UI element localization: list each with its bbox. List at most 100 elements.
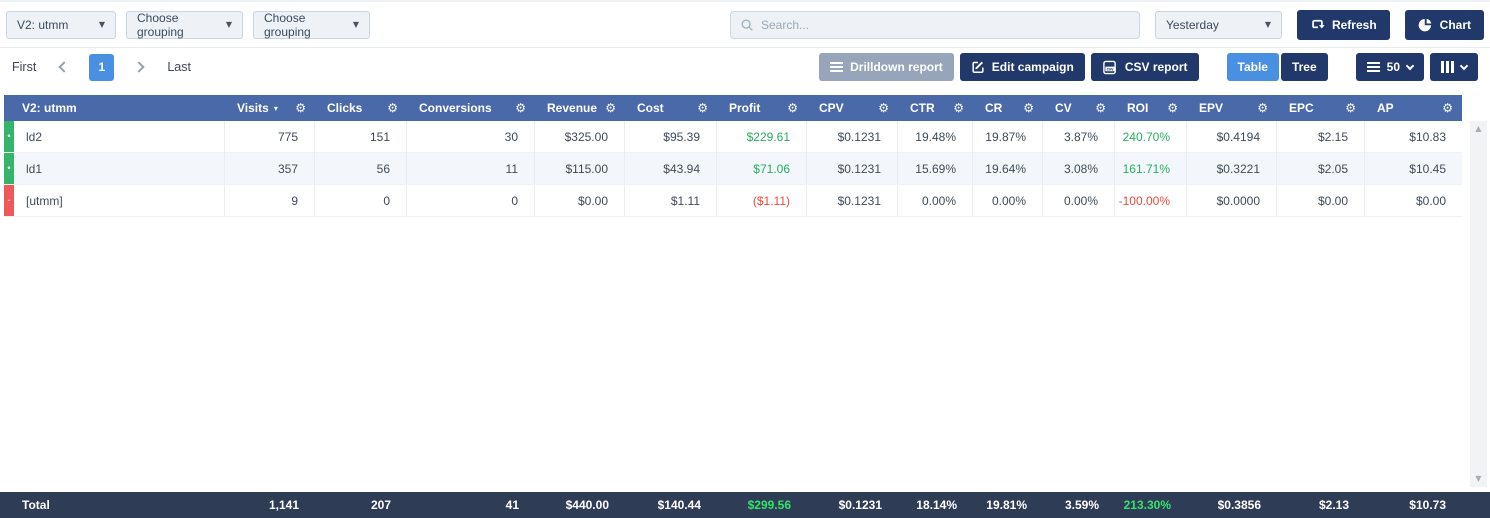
col-header-label: CR	[985, 101, 1003, 115]
column-settings-icon[interactable]: ⚙	[515, 101, 526, 115]
cell-visits: 9	[225, 185, 315, 217]
column-settings-icon[interactable]: ⚙	[1095, 101, 1106, 115]
row-status-bar: •	[4, 153, 14, 184]
col-header-label: Visits	[237, 101, 269, 115]
cell-epc: $2.05	[1277, 153, 1365, 185]
chart-button[interactable]: Chart	[1404, 9, 1484, 40]
col-header-label: V2: utmm	[22, 101, 77, 115]
cell-profit: $229.61	[717, 121, 807, 153]
row-name: ld1	[26, 161, 43, 176]
drilldown-report-button[interactable]: Drilldown report	[819, 53, 954, 81]
grouping-select-2[interactable]: Choose grouping ▼	[253, 10, 370, 39]
col-header-cpv[interactable]: CPV ⚙	[807, 95, 898, 121]
column-settings-icon[interactable]: ⚙	[1023, 101, 1034, 115]
column-settings-icon[interactable]: ⚙	[1257, 101, 1268, 115]
vertical-scrollbar[interactable]: ▲ ▼	[1470, 121, 1487, 487]
action-bar: First 1 Last Drilldown report Edit campa…	[0, 48, 1490, 86]
col-header-epv[interactable]: EPV ⚙	[1187, 95, 1277, 121]
cell-ap: $10.83	[1365, 121, 1462, 153]
col-header-revenue[interactable]: Revenue ⚙	[535, 95, 625, 121]
list-icon	[830, 62, 844, 72]
column-settings-icon[interactable]: ⚙	[295, 101, 306, 115]
pagination-prev-icon[interactable]	[58, 61, 70, 73]
edit-icon	[971, 60, 985, 74]
cell-cr: 19.64%	[973, 153, 1043, 185]
search-box	[729, 10, 1140, 39]
col-header-conversions[interactable]: Conversions ⚙	[407, 95, 535, 121]
variable-select-value: V2: utmm	[17, 17, 69, 32]
total-cell-profit: $299.56	[747, 498, 791, 512]
cell-cost: $1.11	[625, 185, 717, 217]
cell-cv: 0.00%	[1043, 185, 1115, 217]
column-settings-icon[interactable]: ⚙	[953, 101, 964, 115]
total-cell-roi: 213.30%	[1123, 498, 1171, 512]
cell-epv: $0.3221	[1187, 153, 1277, 185]
cell-ap: $0.00	[1365, 185, 1462, 217]
column-settings-icon[interactable]: ⚙	[605, 101, 616, 115]
table-row[interactable]: • ld1 357 56 11 $115.00 $43.94 $71.06 $0.1231 15.…	[4, 153, 1462, 185]
column-settings-icon[interactable]: ⚙	[697, 101, 708, 115]
col-header-cost[interactable]: Cost ⚙	[625, 95, 717, 121]
row-status-bar: -	[4, 185, 14, 216]
col-header-profit[interactable]: Profit ⚙	[717, 95, 807, 121]
cell-epv: $0.0000	[1187, 185, 1277, 217]
table-row[interactable]: - [utmm] 9 0 0 $0.00 $1.11 ($1.11) $0.1231 0.00% 0…	[4, 185, 1462, 217]
table-view-toggle[interactable]: Table	[1226, 53, 1279, 81]
column-picker-button[interactable]	[1430, 53, 1478, 81]
col-header-cr[interactable]: CR ⚙	[973, 95, 1043, 121]
scroll-down-icon[interactable]: ▼	[1475, 474, 1482, 483]
page-size-value: 50	[1386, 60, 1400, 74]
total-cell-cv: 3.59%	[1064, 498, 1099, 512]
column-settings-icon[interactable]: ⚙	[878, 101, 889, 115]
action-buttons: Drilldown report Edit campaign csv CSV r…	[819, 53, 1478, 81]
cell-roi: 161.71%	[1115, 153, 1187, 185]
pagination-last[interactable]: Last	[167, 60, 191, 74]
chevron-down-icon	[1459, 61, 1469, 70]
cell-roi: -100.00%	[1115, 185, 1187, 217]
cell-ap: $10.45	[1365, 153, 1462, 185]
col-header-ap[interactable]: AP ⚙	[1365, 95, 1462, 121]
csv-report-button[interactable]: csv CSV report	[1090, 53, 1199, 81]
column-settings-icon[interactable]: ⚙	[1345, 101, 1356, 115]
cell-epc: $2.15	[1277, 121, 1365, 153]
tree-view-toggle[interactable]: Tree	[1280, 53, 1328, 81]
col-header-visits[interactable]: Visits ▾ ⚙	[225, 95, 315, 121]
pagination-next-icon[interactable]	[133, 61, 145, 73]
col-header-epc[interactable]: EPC ⚙	[1277, 95, 1365, 121]
column-settings-icon[interactable]: ⚙	[387, 101, 398, 115]
col-header-ctr[interactable]: CTR ⚙	[898, 95, 973, 121]
cell-conversions: 0	[407, 185, 535, 217]
grouping-select-1-value: Choose grouping	[137, 10, 184, 39]
cell-visits: 357	[225, 153, 315, 185]
cell-roi: 240.70%	[1115, 121, 1187, 153]
col-header-label: ROI	[1127, 101, 1149, 115]
column-settings-icon[interactable]: ⚙	[787, 101, 798, 115]
page-size-select[interactable]: 50	[1355, 53, 1424, 81]
scroll-up-icon[interactable]: ▲	[1475, 124, 1482, 133]
table-row[interactable]: • ld2 775 151 30 $325.00 $95.39 $229.61 $0.1231 1…	[4, 121, 1462, 153]
edit-campaign-button[interactable]: Edit campaign	[959, 53, 1085, 81]
column-settings-icon[interactable]: ⚙	[1167, 101, 1178, 115]
search-input[interactable]	[760, 17, 1130, 32]
refresh-button[interactable]: Refresh	[1296, 9, 1390, 40]
cell-cpv: $0.1231	[807, 153, 898, 185]
total-bar: Total 1,141 207 41 $440.00 $140.44 $299.56 $0.1…	[0, 492, 1490, 518]
col-header-clicks[interactable]: Clicks ⚙	[315, 95, 407, 121]
grouping-select-1[interactable]: Choose grouping ▼	[126, 10, 243, 39]
search-icon	[740, 18, 754, 32]
col-header-roi[interactable]: ROI ⚙	[1115, 95, 1187, 121]
refresh-icon	[1310, 17, 1325, 32]
total-cell-cost: $140.44	[657, 498, 701, 512]
col-header-cv[interactable]: CV ⚙	[1043, 95, 1115, 121]
cell-cost: $95.39	[625, 121, 717, 153]
col-header-v2-utmm[interactable]: V2: utmm	[4, 95, 225, 121]
pagination-first[interactable]: First	[12, 60, 37, 74]
col-header-label: CV	[1055, 101, 1072, 115]
total-cell-clicks: 207	[370, 498, 391, 512]
col-header-label: Profit	[729, 101, 761, 115]
date-range-select[interactable]: Yesterday ▼	[1154, 10, 1282, 39]
column-settings-icon[interactable]: ⚙	[1442, 101, 1453, 115]
pagination-current-page[interactable]: 1	[89, 53, 115, 81]
cell-cpv: $0.1231	[807, 185, 898, 217]
variable-select[interactable]: V2: utmm ▼	[6, 10, 116, 39]
